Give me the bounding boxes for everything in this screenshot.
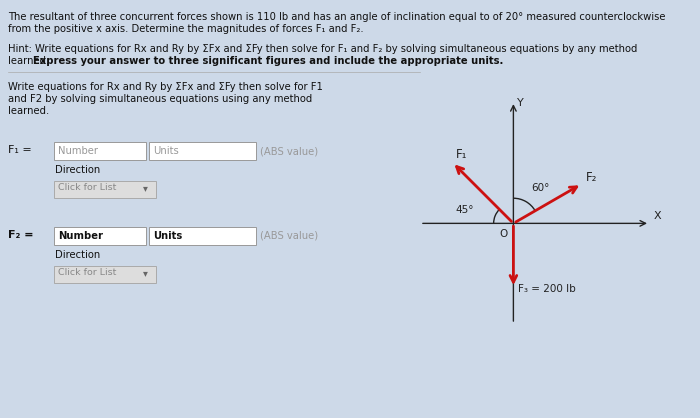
Text: Click for List: Click for List [58,183,116,192]
FancyBboxPatch shape [54,142,146,160]
Text: F₃ = 200 lb: F₃ = 200 lb [518,284,575,293]
Text: O: O [499,229,508,239]
Text: learned.: learned. [8,56,52,66]
Text: F₁: F₁ [456,148,468,161]
Text: Number: Number [58,146,98,156]
FancyBboxPatch shape [149,142,256,160]
Text: Units: Units [153,146,178,156]
Text: from the positive x axis. Determine the magnitudes of forces F₁ and F₂.: from the positive x axis. Determine the … [8,24,363,34]
Text: F₁ =: F₁ = [8,145,32,155]
Text: Write equations for Rx and Ry by ΣFx and ΣFy then solve for F1: Write equations for Rx and Ry by ΣFx and… [8,82,323,92]
Text: Direction: Direction [55,250,100,260]
Text: and F2 by solving simultaneous equations using any method: and F2 by solving simultaneous equations… [8,94,312,104]
Text: F₂ =: F₂ = [8,230,34,240]
Text: Number: Number [58,231,103,241]
Text: Direction: Direction [55,165,100,175]
Text: ▾: ▾ [143,183,148,193]
FancyBboxPatch shape [149,227,256,245]
Text: Click for List: Click for List [58,268,116,277]
Text: X: X [654,211,661,221]
Text: F₂: F₂ [585,171,597,184]
Text: 60°: 60° [531,183,550,193]
FancyBboxPatch shape [54,266,156,283]
Text: Express your answer to three significant figures and include the appropriate uni: Express your answer to three significant… [33,56,503,66]
Text: (ABS value): (ABS value) [260,146,318,156]
Text: learned.: learned. [8,106,49,116]
Text: Y: Y [517,98,524,108]
FancyBboxPatch shape [54,181,156,198]
Text: (ABS value): (ABS value) [260,231,318,241]
FancyBboxPatch shape [54,227,146,245]
Text: Units: Units [153,231,182,241]
Text: 45°: 45° [456,204,474,214]
Text: ▾: ▾ [143,268,148,278]
Text: The resultant of three concurrent forces shown is 110 lb and has an angle of inc: The resultant of three concurrent forces… [8,12,666,22]
Text: Hint: Write equations for Rx and Ry by ΣFx and ΣFy then solve for F₁ and F₂ by s: Hint: Write equations for Rx and Ry by Σ… [8,44,638,54]
